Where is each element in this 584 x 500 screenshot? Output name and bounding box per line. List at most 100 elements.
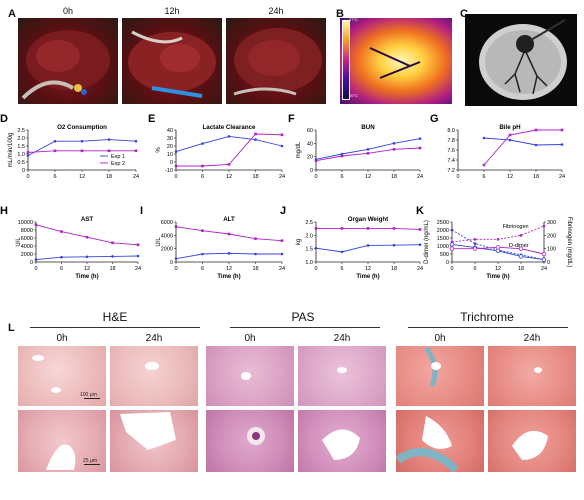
panel-h-title: AST xyxy=(81,216,94,223)
panel-d-x-tick-label: 12 xyxy=(79,174,85,180)
scale-bar-bottom-line xyxy=(84,464,100,465)
panel-i-x-tick-label: 18 xyxy=(252,266,258,272)
panel-d-series-1-point xyxy=(53,139,57,143)
panel-k-y-right-tick-label: 0 xyxy=(547,260,550,266)
histology-trichrome-24h-low xyxy=(488,346,576,406)
scale-bar-top-line xyxy=(84,398,100,399)
panel-h-y-tick-label: 10000 xyxy=(18,220,33,226)
panel-e-series-2-line xyxy=(176,133,283,167)
histology-trichrome-0h-low xyxy=(396,346,484,406)
panel-i-y-tick-label: 6000 xyxy=(161,220,173,226)
panel-f-x-tick-label: 18 xyxy=(391,174,397,180)
panel-d-y-tick-label: 2.5 xyxy=(17,128,25,134)
panel-d-y-tick-label: 1.0 xyxy=(17,152,25,158)
panel-h-series-2-point xyxy=(136,243,140,247)
panel-f-series-2-point xyxy=(314,159,318,162)
panel-g-series-2-point xyxy=(482,163,486,167)
panel-g-y-tick-label: 7.4 xyxy=(447,158,455,164)
panel-g-x-tick-label: 6 xyxy=(482,174,485,180)
panel-e-x-tick-label: 18 xyxy=(252,174,258,180)
panel-h-series-1-point xyxy=(34,258,38,261)
panel-k-series-4-point xyxy=(472,246,478,251)
panel-label-j: J xyxy=(280,205,286,217)
panel-d-series-1-point xyxy=(134,139,138,143)
panel-f-x-tick-label: 6 xyxy=(340,174,343,180)
panel-e-x-tick-label: 0 xyxy=(174,174,177,180)
panel-j-series-1-point xyxy=(340,250,344,254)
panel-h-x-tick-label: 18 xyxy=(109,266,115,272)
panel-f-series-2-point xyxy=(392,148,396,151)
histology-group-title-trichrome: Trichrome xyxy=(460,310,514,324)
group-underline-trichrome xyxy=(408,327,568,328)
histology-he-0h-low xyxy=(18,346,106,406)
panel-a-time-0: 0h xyxy=(62,6,73,16)
panel-h-y-tick-label: 2000 xyxy=(21,252,33,258)
panel-j-xlabel: Time (h) xyxy=(356,274,379,280)
panel-k-x-tick-label: 24 xyxy=(541,266,547,272)
panel-h-ylabel: U/L xyxy=(16,237,22,247)
panel-d-x-tick-label: 18 xyxy=(106,174,112,180)
panel-k-series-4-point xyxy=(449,246,455,251)
panel-g-series-1-line xyxy=(483,137,563,146)
panel-j-series-2-point xyxy=(314,227,318,230)
panel-d-series-2-point xyxy=(80,149,84,153)
panel-e-series-1-point xyxy=(201,142,204,145)
panel-i-series-1-point xyxy=(280,252,284,256)
panel-g-x-tick-label: 18 xyxy=(533,174,539,180)
panel-d-ylabel: mL/min/100g xyxy=(8,133,14,168)
panel-i-x-tick-label: 24 xyxy=(279,266,285,272)
histology-he-24h-low xyxy=(110,346,198,406)
panel-i-x-tick-label: 6 xyxy=(201,266,204,272)
panel-g-x-tick-label: 24 xyxy=(559,174,565,180)
panel-f-series-2-point xyxy=(340,154,344,158)
panel-f-ylabel: mg/dL xyxy=(296,141,302,158)
panel-e-series-1-point xyxy=(227,135,231,138)
panel-h-x-tick-label: 0 xyxy=(34,266,37,272)
panel-k-xlabel: Time (h) xyxy=(486,274,509,280)
panel-k-x-tick-label: 18 xyxy=(518,266,524,272)
panel-g-x-tick-label: 12 xyxy=(507,174,513,180)
panel-k-series-1-point xyxy=(473,242,477,245)
panel-h-series-1-point xyxy=(60,255,63,259)
histology-he-24h-high xyxy=(110,410,198,472)
liver-photo-12h xyxy=(122,18,222,104)
panel-i-series-1-point xyxy=(227,252,231,255)
thermal-image xyxy=(340,18,452,104)
panel-e-series-2-point xyxy=(201,164,204,168)
panel-h-series-2-point xyxy=(85,235,89,239)
panel-d-series-1-point xyxy=(80,139,84,143)
panel-k-x-tick-label: 0 xyxy=(450,266,453,272)
panel-e-y-tick-label: 30 xyxy=(167,136,173,142)
panel-f-title: BUN xyxy=(361,124,375,131)
panel-j-y-tick-label: 2.5 xyxy=(305,220,313,226)
panel-d-y-tick-label: 1.5 xyxy=(17,144,25,150)
panel-g-y-tick-label: 7.6 xyxy=(447,148,455,154)
panel-k-y-tick-label: 1000 xyxy=(437,244,449,250)
panel-d-series-2-point xyxy=(53,149,57,153)
panel-g-series-2-point xyxy=(508,133,512,137)
panel-f-x-tick-label: 0 xyxy=(314,174,317,180)
panel-h-y-tick-label: 4000 xyxy=(21,244,33,250)
panel-label-c: C xyxy=(460,8,468,20)
panel-f-y-tick-label: 40 xyxy=(307,141,313,147)
panel-e-series-2-point xyxy=(280,133,284,137)
panel-d-series-1-point xyxy=(26,154,30,157)
panel-e-series-2-point xyxy=(254,132,257,136)
panel-d-y-tick-label: 2.0 xyxy=(17,136,25,142)
panel-label-e: E xyxy=(148,113,155,125)
panel-h-x-tick-label: 12 xyxy=(84,266,90,272)
panel-label-d: D xyxy=(0,113,8,125)
panel-g-series-2-point xyxy=(560,128,564,132)
panel-e-x-tick-label: 6 xyxy=(201,174,204,180)
panel-k-series-1-line xyxy=(451,229,545,261)
panel-e-x-tick-label: 12 xyxy=(226,174,232,180)
panel-i-ylabel: U/L xyxy=(156,237,162,247)
panel-k-series-2-point xyxy=(495,248,501,253)
panel-i-x-tick-label: 12 xyxy=(226,266,232,272)
panel-k-y-right-tick-label: 100 xyxy=(547,247,556,253)
panel-j-series-2-point xyxy=(366,227,370,230)
panel-j-ylabel: kg xyxy=(296,239,302,245)
panel-j-y-tick-label: 2.0 xyxy=(305,233,313,239)
panel-label-k: K xyxy=(416,205,424,217)
panel-d-x-tick-label: 6 xyxy=(53,174,56,180)
